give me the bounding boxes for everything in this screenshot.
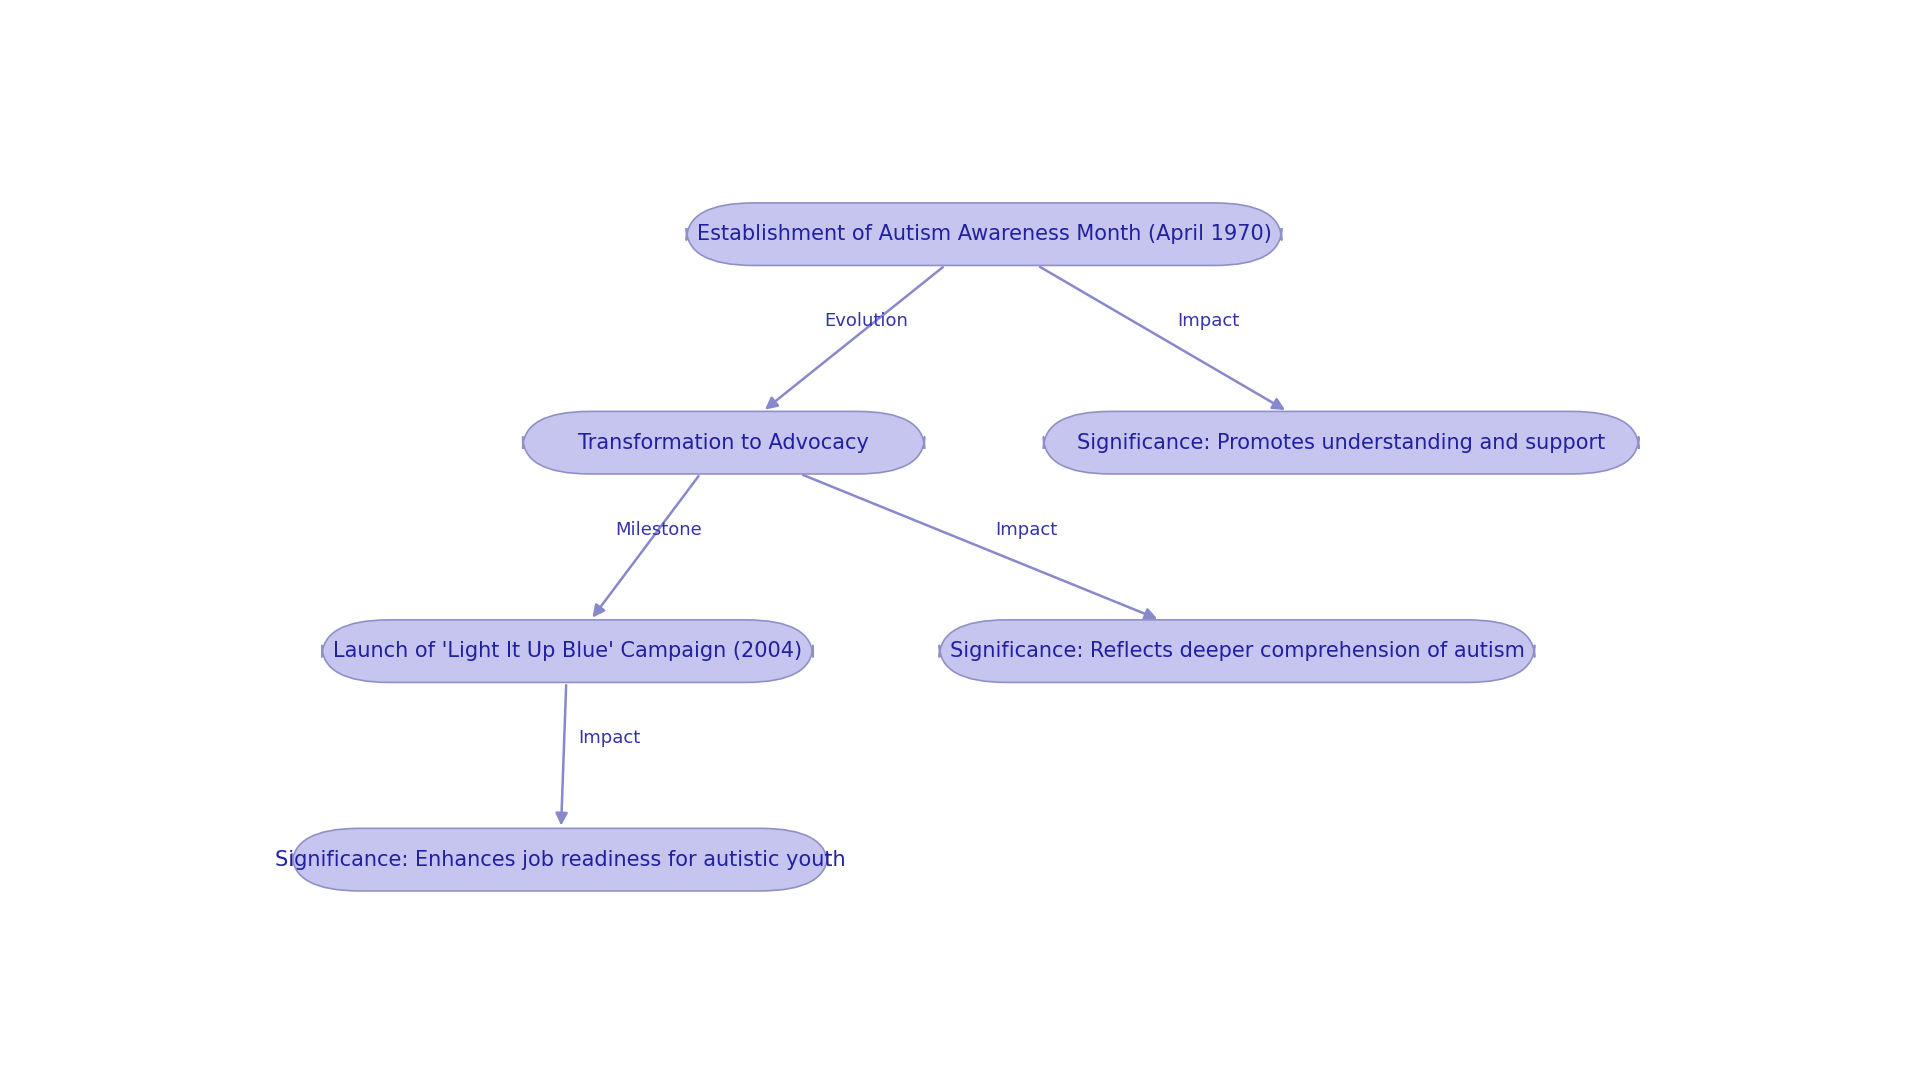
Text: Evolution: Evolution xyxy=(824,312,908,330)
FancyBboxPatch shape xyxy=(292,828,828,891)
Text: Significance: Promotes understanding and support: Significance: Promotes understanding and… xyxy=(1077,433,1605,453)
Text: Impact: Impact xyxy=(578,729,641,747)
FancyBboxPatch shape xyxy=(687,203,1283,265)
Text: Impact: Impact xyxy=(995,521,1058,538)
Text: Significance: Enhances job readiness for autistic youth: Significance: Enhances job readiness for… xyxy=(275,850,845,870)
Text: Significance: Reflects deeper comprehension of autism: Significance: Reflects deeper comprehens… xyxy=(950,641,1524,661)
Text: Milestone: Milestone xyxy=(616,521,703,538)
FancyBboxPatch shape xyxy=(323,619,812,682)
FancyBboxPatch shape xyxy=(1044,412,1640,474)
Text: Establishment of Autism Awareness Month (April 1970): Establishment of Autism Awareness Month … xyxy=(697,224,1271,244)
FancyBboxPatch shape xyxy=(939,619,1534,682)
FancyBboxPatch shape xyxy=(522,412,925,474)
Text: Impact: Impact xyxy=(1177,312,1240,330)
Text: Launch of 'Light It Up Blue' Campaign (2004): Launch of 'Light It Up Blue' Campaign (2… xyxy=(332,641,803,661)
Text: Transformation to Advocacy: Transformation to Advocacy xyxy=(578,433,870,453)
